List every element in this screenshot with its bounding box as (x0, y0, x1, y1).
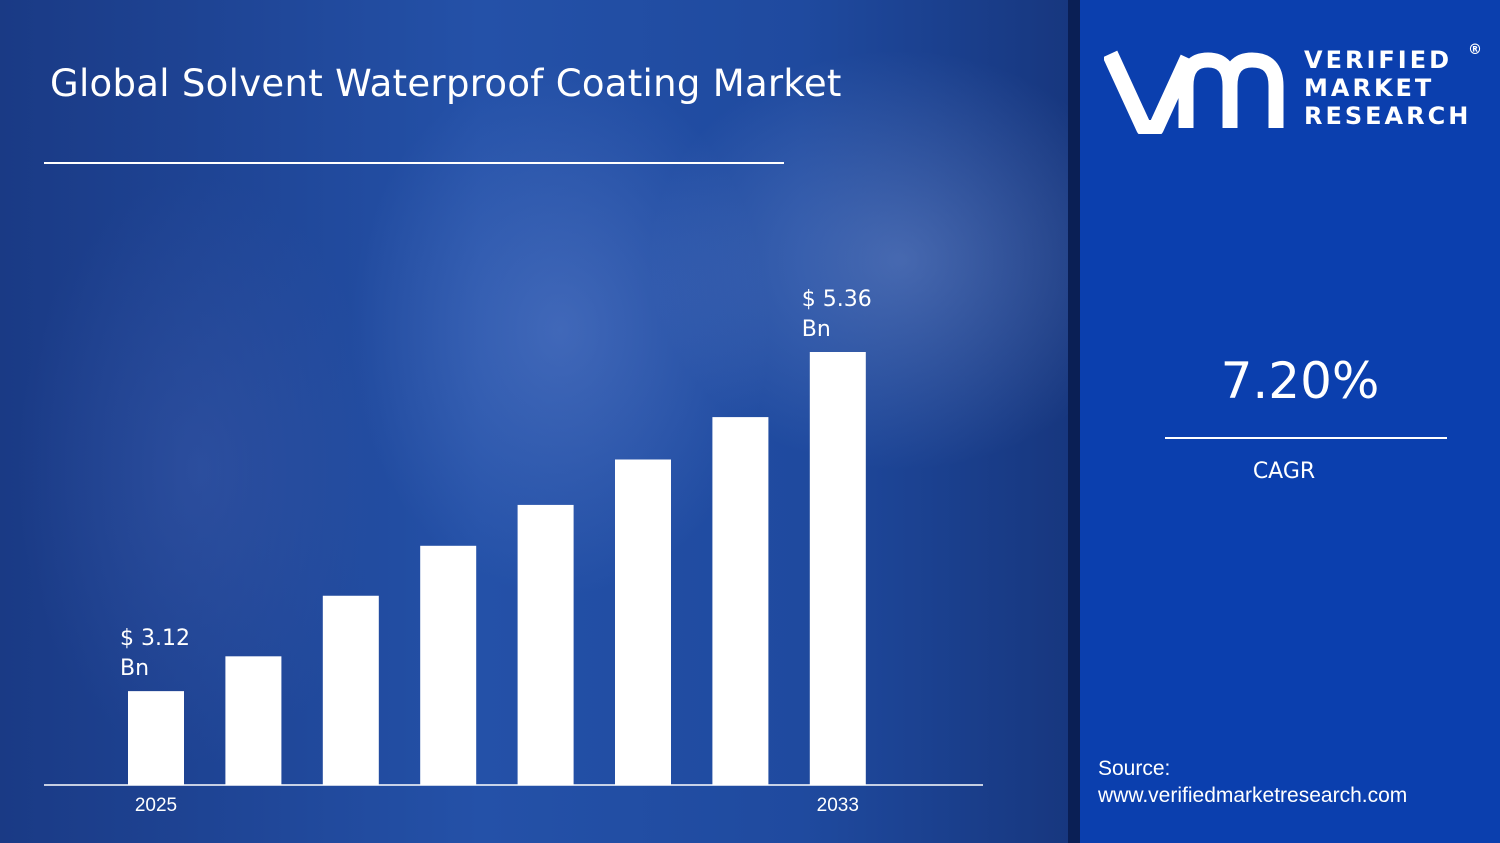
bar-1 (225, 656, 282, 785)
bar-chart: 2025 2033 $ 3.12 Bn $ 5.36 Bn (44, 287, 983, 816)
vmr-logo-icon (1102, 50, 1284, 136)
logo-line-research: RESEARCH (1304, 102, 1472, 130)
title-underline (44, 162, 784, 164)
bar-2 (322, 595, 379, 785)
x-tick-label-7: 2033 (817, 795, 859, 816)
cagr-value: 7.20% (1220, 352, 1380, 410)
cagr-label: CAGR (1252, 459, 1316, 484)
bar-7 (809, 352, 866, 785)
value-label-unit-0: Bn (120, 656, 149, 681)
info-panel (1080, 0, 1500, 843)
bar-4 (517, 504, 574, 785)
logo-line-market: MARKET (1304, 74, 1435, 102)
bar-6 (712, 417, 769, 785)
x-tick-label-0: 2025 (135, 795, 177, 816)
registered-mark: ® (1468, 42, 1482, 58)
source-label: Source: (1098, 757, 1171, 780)
bar-0 (128, 691, 184, 785)
bar-5 (615, 459, 671, 785)
logo-line-verified: VERIFIED (1304, 46, 1453, 74)
logo-wordmark: VERIFIED MARKET RESEARCH (1304, 46, 1471, 130)
value-label-unit-7: Bn (802, 317, 831, 342)
bar-3 (420, 545, 477, 785)
vmr-logo: VERIFIED MARKET RESEARCH ® (1102, 42, 1484, 136)
chart-title: Global Solvent Waterproof Coating Market (50, 62, 842, 105)
panel-divider (1068, 0, 1080, 843)
value-label-7: $ 5.36 (802, 287, 872, 312)
cagr-underline (1165, 437, 1447, 439)
value-label-0: $ 3.12 (120, 626, 190, 651)
source-url: www.verifiedmarketresearch.com (1098, 784, 1408, 807)
